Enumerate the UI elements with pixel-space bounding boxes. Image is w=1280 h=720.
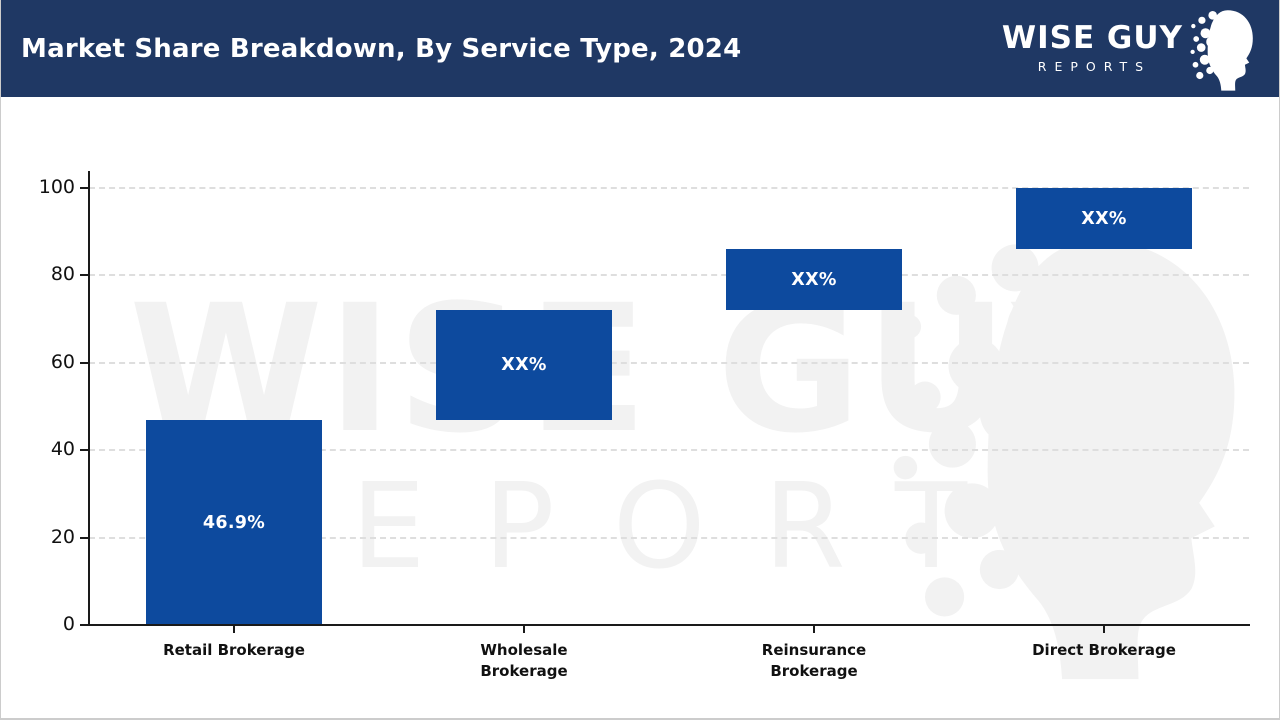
y-tick-mark [80,449,89,452]
y-gridline [89,274,1249,277]
brand-logo: WISE GUY REPORTS [1002,6,1265,92]
bar-reinsurance-brokerage: XX% [726,249,902,311]
y-tick-mark [80,361,89,364]
y-gridline [89,361,1249,364]
y-tick-mark [80,274,89,277]
x-tick-label: Wholesale Brokerage [480,641,568,680]
x-tick-mark [813,625,815,633]
bar-value-label: XX% [1081,208,1127,229]
logo-face-icon [1190,9,1253,91]
chart-title: Market Share Breakdown, By Service Type,… [21,33,742,64]
logo-wordmark: WISE GUY [1001,20,1183,56]
y-tick-mark [80,187,89,189]
bar-direct-brokerage: XX% [1016,188,1192,250]
x-tick-mark [233,625,235,633]
x-tick-label: Direct Brokerage [1032,641,1176,659]
x-tick-label: Retail Brokerage [163,641,305,659]
bar-wholesale-brokerage: XX% [436,310,612,421]
y-tick-label: 100 [38,176,75,198]
watermark-face-icon [893,240,1235,680]
x-axis-line [88,624,1250,626]
bar-value-label: XX% [501,355,547,376]
x-tick-mark [523,625,525,633]
bar-value-label: 46.9% [202,512,266,533]
y-gridline [89,449,1249,452]
y-gridline [89,187,1249,189]
logo-wordmark-block: WISE GUY REPORTS [1001,20,1183,75]
y-gridline [89,536,1249,539]
chart-area: WISE GUY REPORTS 0 20 40 60 80 100 46.9% Retail… [1,97,1279,718]
y-tick-mark [80,624,89,626]
bar-retail-brokerage: 46.9% [146,420,322,625]
bar-value-label: XX% [791,269,837,290]
x-tick-mark [1103,625,1105,633]
y-tick-label: 60 [50,350,75,373]
y-axis-line [88,170,90,626]
y-tick-label: 80 [50,263,75,286]
header: Market Share Breakdown, By Service Type,… [1,0,1279,97]
y-tick-label: 40 [50,438,75,461]
y-tick-mark [80,536,89,539]
x-tick-label: Reinsurance Brokerage [761,641,867,680]
y-tick-label: 0 [62,613,75,635]
logo-subtitle: REPORTS [1037,59,1152,74]
y-tick-label: 20 [50,525,75,548]
